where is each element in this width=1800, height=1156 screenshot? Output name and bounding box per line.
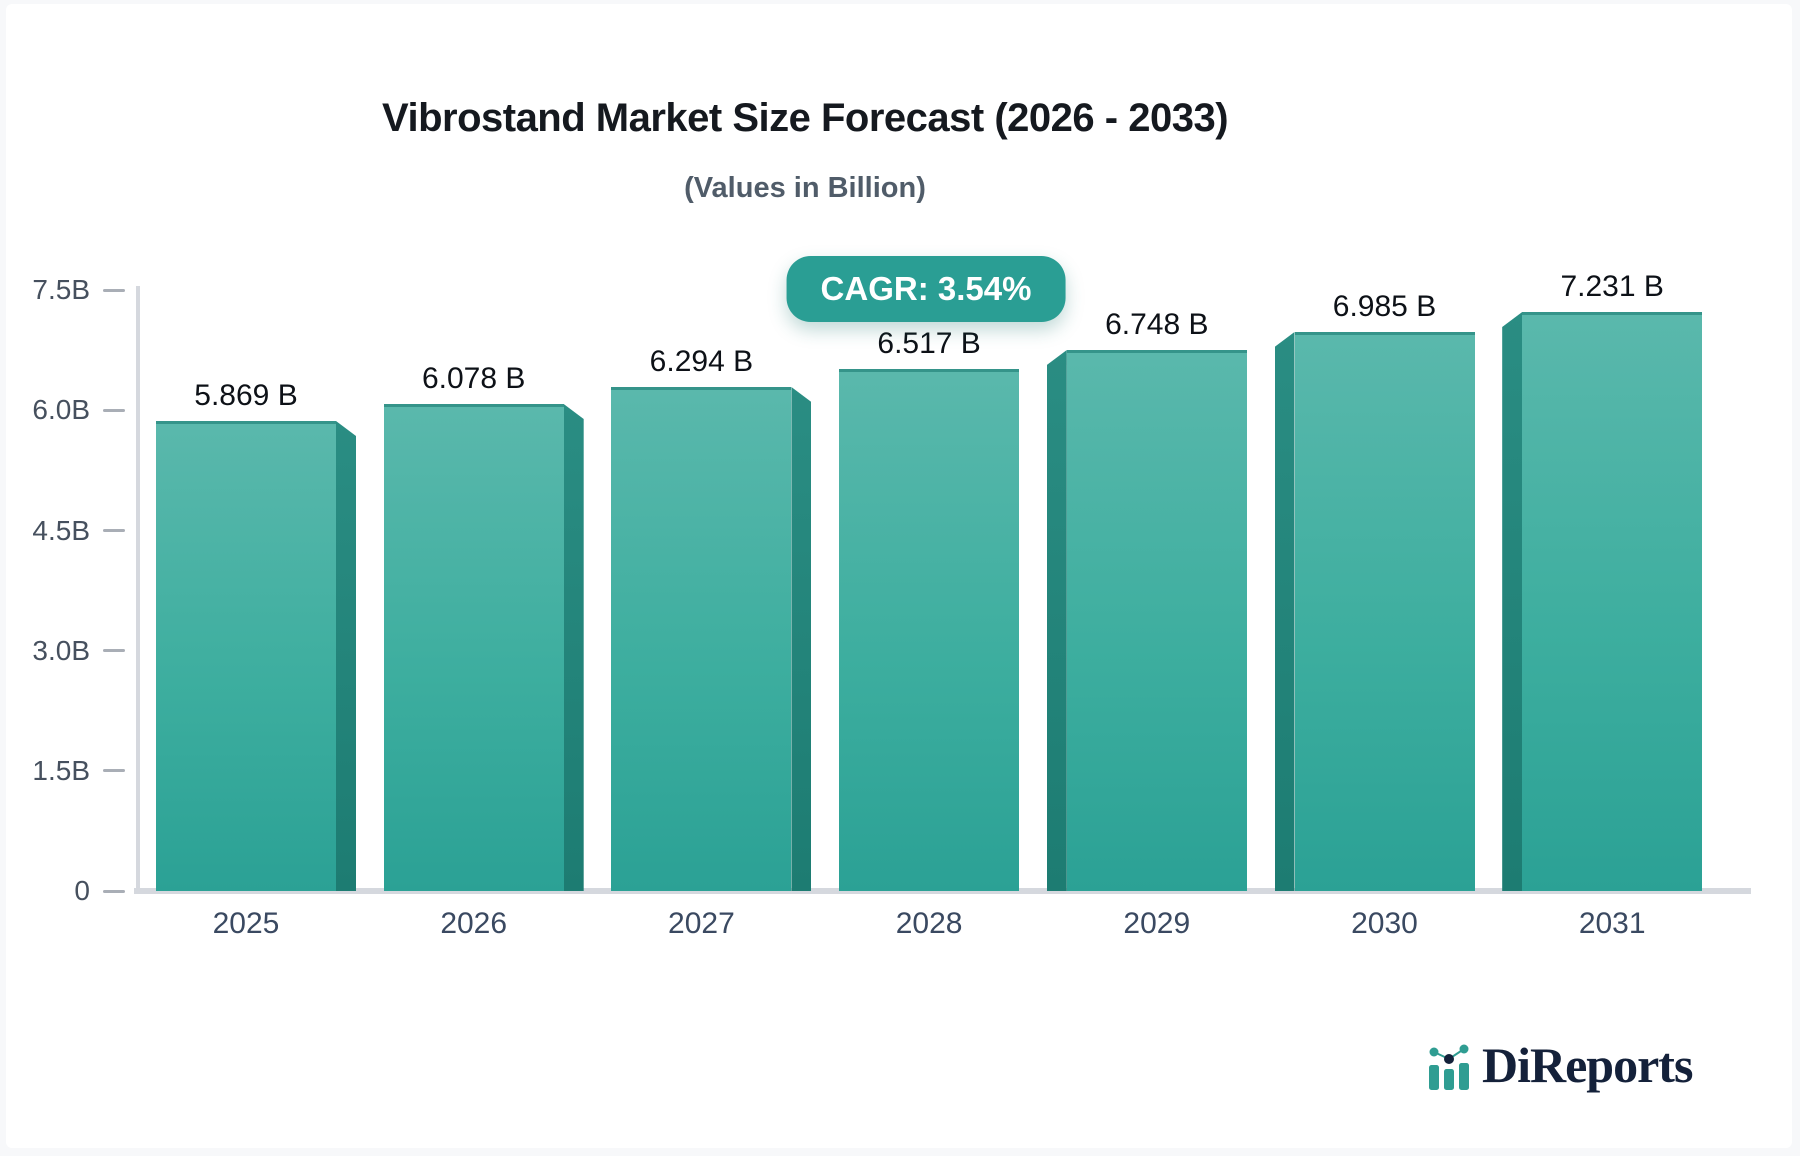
y-axis-label: 1.5B bbox=[32, 754, 90, 786]
x-axis-label: 2025 bbox=[212, 907, 280, 940]
bar-2026[interactable] bbox=[383, 404, 584, 891]
bar-side-face bbox=[791, 387, 812, 891]
bar-side-face bbox=[563, 404, 584, 891]
y-axis-label: 6.0B bbox=[32, 394, 90, 426]
y-axis-label: 0 bbox=[74, 875, 90, 906]
bar-face bbox=[156, 421, 336, 891]
bar-side-face bbox=[1274, 332, 1295, 891]
bar-value-label: 6.748 B bbox=[1105, 308, 1209, 341]
bar-value-label: 7.231 B bbox=[1560, 270, 1664, 303]
y-axis-tick bbox=[103, 649, 125, 653]
bar-side-face bbox=[1046, 350, 1067, 891]
y-axis-tick bbox=[103, 288, 125, 292]
bar-face bbox=[839, 369, 1020, 891]
bar-face bbox=[1522, 312, 1703, 891]
x-axis-label: 2027 bbox=[668, 907, 735, 940]
bar-2028[interactable] bbox=[839, 369, 1020, 891]
x-axis-baseline bbox=[134, 888, 1751, 894]
brand-logo: DiReports bbox=[1428, 1037, 1693, 1093]
bar-side-face bbox=[1502, 312, 1523, 891]
y-axis-label: 4.5B bbox=[32, 514, 90, 546]
y-axis-tick bbox=[103, 769, 125, 773]
direports-logo-icon bbox=[1429, 1044, 1469, 1090]
x-axis-label: 2031 bbox=[1578, 907, 1646, 940]
chart-card: Vibrostand Market Size Forecast (2026 - … bbox=[6, 4, 1792, 1148]
y-axis-label: 3.0B bbox=[32, 634, 90, 666]
bar-2027[interactable] bbox=[611, 387, 812, 891]
bar-value-label: 6.517 B bbox=[877, 327, 981, 360]
chart-subtitle: (Values in Billion) bbox=[684, 172, 926, 204]
bar-face bbox=[383, 404, 564, 891]
bar-face bbox=[1066, 350, 1247, 891]
bar-2025[interactable] bbox=[156, 421, 356, 891]
cagr-label: CAGR: 3.54% bbox=[820, 270, 1032, 307]
brand-name: DiReports bbox=[1482, 1037, 1693, 1093]
bar-side-face bbox=[336, 421, 356, 891]
x-axis-label: 2029 bbox=[1123, 907, 1191, 940]
bar-2031[interactable] bbox=[1502, 312, 1703, 891]
y-axis-line bbox=[136, 286, 140, 894]
x-axis-label: 2028 bbox=[895, 907, 963, 940]
bar-face bbox=[1294, 332, 1475, 891]
cagr-badge: CAGR: 3.54% bbox=[786, 256, 1066, 322]
y-axis-tick bbox=[103, 408, 125, 412]
bar-face bbox=[611, 387, 792, 891]
bar-value-label: 5.869 B bbox=[194, 379, 298, 412]
y-axis-tick bbox=[103, 529, 125, 533]
x-axis-label: 2026 bbox=[440, 907, 508, 940]
bar-value-label: 6.078 B bbox=[421, 362, 526, 395]
y-axis-tick bbox=[103, 889, 125, 893]
bar-2029[interactable] bbox=[1046, 350, 1247, 891]
bar-value-label: 6.294 B bbox=[649, 345, 754, 378]
bar-value-label: 6.985 B bbox=[1332, 290, 1437, 323]
x-axis-label: 2030 bbox=[1351, 907, 1418, 940]
bar-2030[interactable] bbox=[1274, 332, 1475, 891]
chart-title: Vibrostand Market Size Forecast (2026 - … bbox=[381, 96, 1229, 140]
plot-area: 0 1.5B 3.0B 4.5B 6.0B 7.5B 5.869 B 2025 6.078 B 2… bbox=[6, 4, 1792, 1148]
y-axis-label: 7.5B bbox=[32, 274, 90, 306]
